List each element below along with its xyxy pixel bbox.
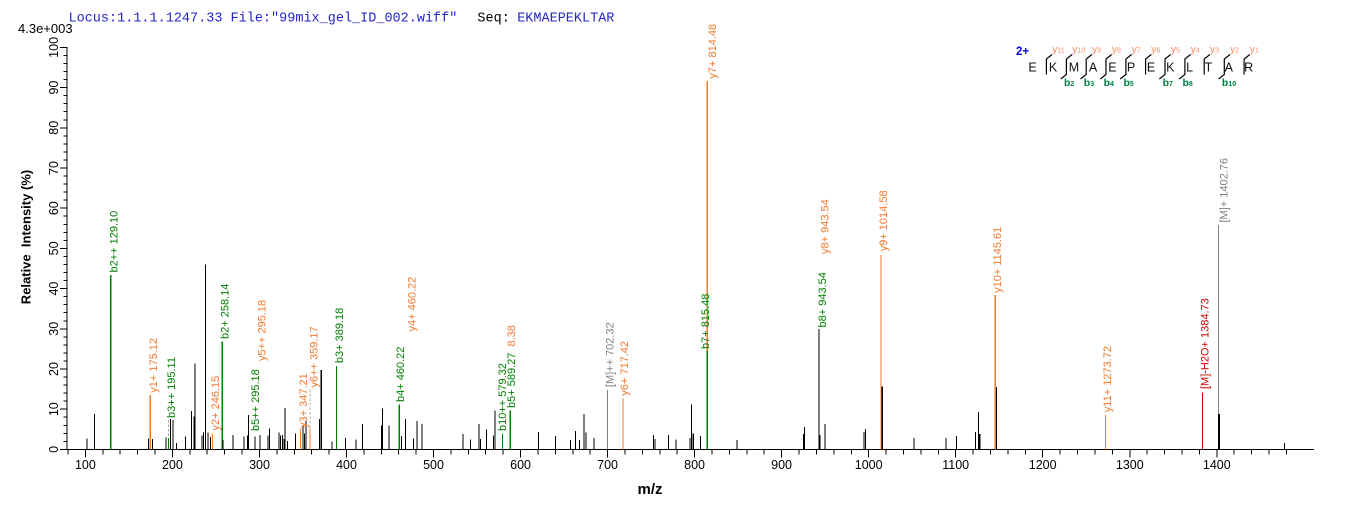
svg-text:y4+ 460.22: y4+ 460.22 — [407, 277, 419, 332]
svg-text:A: A — [1225, 60, 1234, 74]
svg-text:1300: 1300 — [1116, 458, 1144, 472]
svg-text:E: E — [1147, 60, 1155, 74]
svg-text:y4: y4 — [1191, 44, 1200, 56]
svg-text:100: 100 — [47, 37, 61, 58]
svg-text:y5++ 295.18: y5++ 295.18 — [257, 300, 269, 361]
svg-text:b4+ 460.22: b4+ 460.22 — [395, 347, 407, 402]
svg-text:80: 80 — [47, 121, 61, 135]
svg-text:60: 60 — [47, 201, 61, 215]
svg-text:300: 300 — [249, 458, 270, 472]
svg-text:b3+ 389.18: b3+ 389.18 — [334, 308, 346, 363]
svg-text:y2: y2 — [1230, 44, 1239, 56]
svg-text:y6: y6 — [1151, 44, 1160, 56]
svg-text:[M]+ 1402.76: [M]+ 1402.76 — [1219, 158, 1231, 223]
svg-text:40: 40 — [47, 282, 61, 296]
svg-text:y3+ 347.21: y3+ 347.21 — [298, 373, 310, 428]
svg-text:100: 100 — [75, 458, 96, 472]
svg-text:b8+ 943.54: b8+ 943.54 — [817, 272, 829, 327]
svg-text:y6+ 717.42: y6+ 717.42 — [619, 341, 631, 396]
svg-text:b8: b8 — [1183, 77, 1193, 89]
svg-text:50: 50 — [47, 241, 61, 255]
svg-text:b4: b4 — [1104, 77, 1114, 89]
svg-text:b3: b3 — [1084, 77, 1094, 89]
svg-text:T: T — [1205, 60, 1213, 74]
svg-text:y11+ 1273.72: y11+ 1273.72 — [1102, 346, 1114, 412]
svg-text:70: 70 — [47, 161, 61, 175]
svg-text:0: 0 — [47, 446, 61, 453]
svg-text:Seq:: Seq: — [477, 12, 509, 27]
svg-text:700: 700 — [597, 458, 618, 472]
svg-text:Locus:1.1.1.1247.33 File:"99mi: Locus:1.1.1.1247.33 File:"99mix_gel_ID_0… — [69, 12, 458, 27]
svg-text:b2: b2 — [1064, 77, 1074, 89]
svg-text:[M]++ 702.32: [M]++ 702.32 — [604, 322, 616, 387]
svg-text:b7: b7 — [1163, 77, 1173, 89]
svg-text:1000: 1000 — [855, 458, 883, 472]
svg-text:200: 200 — [162, 458, 183, 472]
svg-text:A: A — [1089, 60, 1098, 74]
svg-text:y8: y8 — [1112, 44, 1121, 56]
svg-text:m/z: m/z — [637, 481, 662, 498]
svg-text:8.38: 8.38 — [506, 325, 518, 346]
svg-text:600: 600 — [510, 458, 531, 472]
svg-text:y5: y5 — [1171, 44, 1180, 56]
svg-text:y9: y9 — [1092, 44, 1101, 56]
svg-text:y8+ 943.54: y8+ 943.54 — [820, 199, 832, 254]
svg-text:y2+ 246.15: y2+ 246.15 — [210, 376, 222, 431]
svg-text:y10+ 1145.61: y10+ 1145.61 — [992, 227, 1004, 293]
svg-text:900: 900 — [771, 458, 792, 472]
svg-text:20: 20 — [47, 362, 61, 376]
svg-text:y1+ 175.12: y1+ 175.12 — [148, 338, 160, 393]
svg-text:P: P — [1127, 60, 1135, 74]
svg-text:y3: y3 — [1210, 44, 1219, 56]
svg-text:b2+ 258.14: b2+ 258.14 — [220, 284, 232, 339]
svg-text:10: 10 — [47, 402, 61, 416]
svg-text:b10++ 579.32: b10++ 579.32 — [497, 363, 509, 431]
svg-text:400: 400 — [336, 458, 357, 472]
svg-text:b2++ 129.10: b2++ 129.10 — [108, 211, 120, 273]
svg-text:4.3e+003: 4.3e+003 — [18, 21, 73, 36]
svg-text:1200: 1200 — [1029, 458, 1057, 472]
svg-text:[M]-H2O+ 1384.73: [M]-H2O+ 1384.73 — [1199, 298, 1211, 389]
svg-text:K: K — [1166, 60, 1175, 74]
svg-text:y7+ 814.48: y7+ 814.48 — [707, 24, 719, 79]
svg-text:b5: b5 — [1124, 77, 1134, 89]
svg-text:b7+ 815.48: b7+ 815.48 — [700, 294, 712, 349]
svg-text:E: E — [1108, 60, 1116, 74]
svg-text:EKMAEPEKLTAR: EKMAEPEKLTAR — [517, 12, 614, 27]
svg-text:y7: y7 — [1132, 44, 1141, 56]
svg-text:L: L — [1186, 60, 1193, 74]
svg-text:K: K — [1049, 60, 1058, 74]
svg-text:b5++ 295.18: b5++ 295.18 — [250, 369, 262, 431]
svg-text:30: 30 — [47, 322, 61, 336]
svg-text:y6++ 359.17: y6++ 359.17 — [308, 326, 320, 387]
svg-text:800: 800 — [684, 458, 705, 472]
svg-text:R: R — [1244, 60, 1253, 74]
svg-text:y9+ 1014.58: y9+ 1014.58 — [878, 190, 890, 251]
svg-text:M: M — [1069, 60, 1079, 74]
svg-text:1400: 1400 — [1203, 458, 1231, 472]
svg-text:90: 90 — [47, 81, 61, 95]
svg-text:Relative Intensity (%): Relative Intensity (%) — [19, 170, 34, 304]
svg-text:1100: 1100 — [942, 458, 969, 472]
svg-text:y1: y1 — [1250, 44, 1259, 56]
svg-text:E: E — [1028, 60, 1036, 74]
svg-text:2+: 2+ — [1016, 46, 1029, 58]
svg-text:b3++ 195.11: b3++ 195.11 — [166, 357, 178, 418]
svg-text:500: 500 — [423, 458, 444, 472]
svg-text:b5+ 589.27: b5+ 589.27 — [506, 353, 518, 408]
